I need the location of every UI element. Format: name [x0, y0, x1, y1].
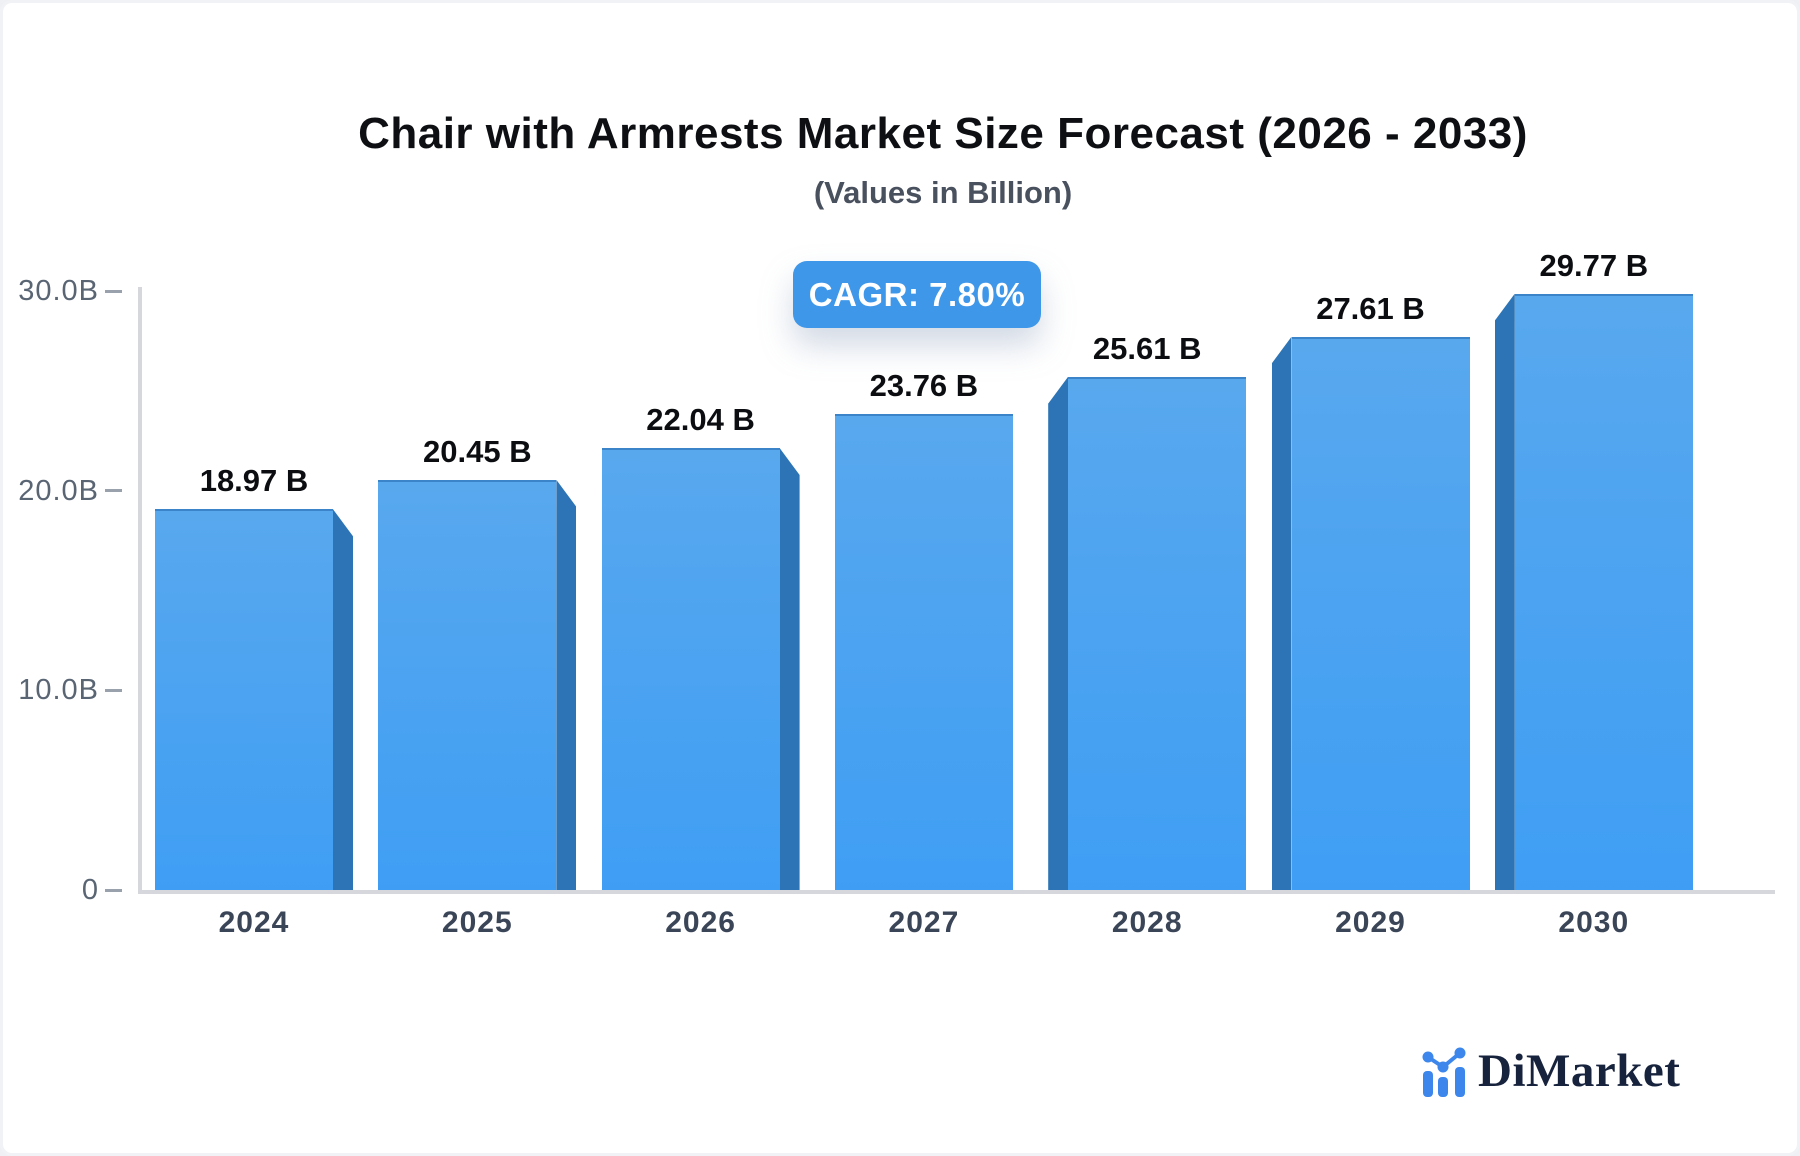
bar-face: [1068, 376, 1247, 890]
y-axis-tick: [105, 289, 122, 293]
bar-side-face: [1494, 293, 1515, 890]
cagr-badge: CAGR: 7.80%: [793, 261, 1041, 328]
bar-side-face: [1271, 336, 1292, 890]
bar-side-face: [1048, 376, 1069, 890]
x-axis-label: 2029: [1335, 906, 1406, 939]
y-axis-tick: [105, 489, 122, 493]
y-axis-tick: [105, 888, 122, 892]
bar-face: [155, 509, 333, 890]
bar-2028: [1048, 3, 1247, 890]
bar-2026: [601, 3, 800, 890]
bar-2030: [1494, 3, 1693, 890]
bar-value-label: 23.76 B: [869, 367, 979, 403]
bar-2027: [825, 3, 1023, 890]
y-axis-line: [138, 287, 142, 894]
y-axis-tick-label: 30.0B: [18, 275, 99, 307]
bar-face: [601, 447, 780, 890]
bar-side-face: [333, 509, 353, 890]
x-axis-label: 2024: [218, 906, 290, 939]
y-axis-tick-label: 20.0B: [18, 474, 99, 507]
x-axis-label: 2026: [665, 906, 736, 939]
chart-subtitle: (Values in Billion): [813, 175, 1073, 210]
x-axis-label: 2027: [888, 906, 960, 939]
bar-side-face: [779, 447, 800, 890]
bar-face: [378, 479, 557, 890]
bar-value-label: 29.77 B: [1539, 247, 1649, 283]
x-axis-line: [138, 890, 1775, 894]
cagr-badge-label: CAGR: 7.80%: [808, 275, 1026, 313]
bar-chart-logo-icon: [1422, 1047, 1466, 1097]
y-axis-tick: [105, 688, 122, 692]
bar-value-label: 25.61 B: [1092, 330, 1202, 366]
chart-title: Chair with Armrests Market Size Forecast…: [358, 109, 1528, 158]
x-axis-label: 2030: [1558, 906, 1630, 939]
brand-name: DiMarket: [1478, 1045, 1681, 1097]
bar-value-label: 27.61 B: [1316, 290, 1425, 326]
bar-value-label: 20.45 B: [423, 433, 532, 469]
bar-face: [834, 413, 1013, 890]
x-axis-label: 2028: [1111, 906, 1183, 939]
bar-face: [1514, 293, 1693, 890]
x-axis-label: 2025: [441, 906, 513, 939]
y-axis-tick-label: 0: [81, 874, 99, 906]
bar-2025: [378, 3, 577, 890]
bar-value-label: 22.04 B: [646, 401, 755, 437]
bar-value-label: 18.97 B: [199, 463, 309, 499]
y-axis-tick-label: 10.0B: [18, 674, 99, 707]
brand-logo: DiMarket: [1422, 1039, 1680, 1103]
bar-face: [1291, 336, 1470, 890]
bar-2029: [1271, 3, 1470, 890]
bar-side-face: [556, 479, 577, 890]
bar-2024: [155, 3, 353, 890]
